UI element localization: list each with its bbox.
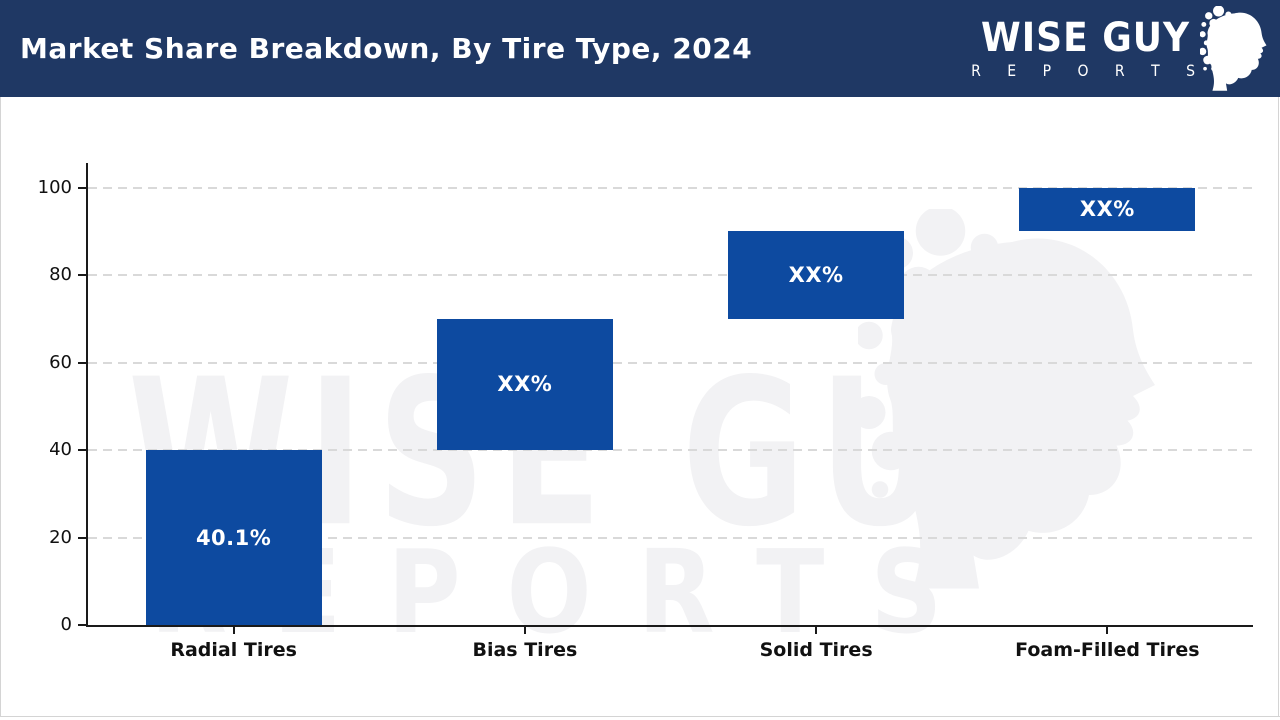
y-axis-tick-label-40-text: 40 bbox=[49, 439, 72, 460]
wiseguy-logo: WISE GUY R E P O R T S bbox=[965, 5, 1274, 92]
y-axis-tick-60 bbox=[78, 361, 86, 364]
page-border-right bbox=[1278, 97, 1279, 717]
gridline-40 bbox=[88, 449, 1255, 451]
y-axis-tick-label-100: 100 bbox=[0, 176, 72, 200]
y-axis-tick-100 bbox=[78, 186, 86, 189]
bar-foam-filled-tires-text: XX% bbox=[1079, 197, 1135, 222]
bar-solid-tires: XX% bbox=[728, 231, 905, 319]
y-axis-tick-label-20-text: 20 bbox=[49, 526, 72, 548]
gridline-60 bbox=[88, 361, 1255, 364]
chart-title: Market Share Breakdown, By Tire Type, 20… bbox=[20, 32, 753, 65]
y-axis-tick-label-40: 40 bbox=[0, 438, 72, 462]
bar-solid-tires-text: XX% bbox=[788, 263, 844, 287]
y-axis-tick-label-80-text: 80 bbox=[49, 264, 72, 285]
page-border-bottom bbox=[0, 716, 1280, 717]
gridline-20 bbox=[88, 536, 1255, 539]
y-axis-tick-label-0: 0 bbox=[0, 613, 72, 637]
x-axis-category-label-3: Foam-Filled Tires bbox=[962, 639, 1253, 661]
bar-bias-tires: XX% bbox=[436, 318, 613, 450]
x-axis-category-label-0-text: Radial Tires bbox=[170, 639, 297, 661]
y-axis-tick-label-80: 80 bbox=[0, 263, 72, 287]
y-axis-tick-80 bbox=[78, 274, 86, 276]
y-axis-tick-20 bbox=[78, 536, 86, 539]
x-axis-spine bbox=[86, 625, 1253, 627]
y-axis-spine bbox=[86, 163, 88, 627]
y-axis-tick-label-100-text: 100 bbox=[37, 176, 72, 198]
y-axis-tick-label-60-text: 60 bbox=[49, 351, 72, 373]
logo-head-icon bbox=[1200, 5, 1267, 91]
x-axis-category-label-0: Radial Tires bbox=[88, 639, 379, 661]
x-axis-category-label-1-text: Bias Tires bbox=[472, 639, 578, 661]
y-axis-tick-label-0-text: 0 bbox=[60, 614, 72, 635]
logo-wordmark-line1: WISE GUY bbox=[981, 14, 1191, 61]
header-banner: Market Share Breakdown, By Tire Type, 20… bbox=[0, 0, 1280, 97]
y-axis-tick-40 bbox=[78, 449, 86, 451]
bar-radial-tires-text: 40.1% bbox=[195, 525, 272, 550]
bar-radial-tires: 40.1% bbox=[145, 450, 322, 625]
bar-foam-filled-tires: XX% bbox=[1019, 187, 1196, 232]
gridline-100 bbox=[88, 186, 1255, 189]
page-border-left bbox=[0, 97, 1, 717]
logo-wordmark-line2: R E P O R T S bbox=[971, 61, 1206, 80]
x-axis-tick-2 bbox=[815, 627, 818, 634]
x-axis-category-label-1: Bias Tires bbox=[379, 639, 670, 661]
x-axis-category-label-2: Solid Tires bbox=[671, 639, 962, 661]
gridline-80 bbox=[88, 274, 1255, 276]
x-axis-category-label-2-text: Solid Tires bbox=[759, 639, 873, 661]
chart-area: WISE GUY REPORTS 0 20 40 60 80 100 40.1% Radial… bbox=[0, 97, 1280, 720]
logo-wordmark: WISE GUY R E P O R T S bbox=[965, 14, 1206, 81]
y-axis-tick-label-60: 60 bbox=[0, 351, 72, 375]
x-axis-tick-1 bbox=[523, 627, 526, 634]
x-axis-category-label-3-text: Foam-Filled Tires bbox=[1015, 639, 1200, 661]
bar-bias-tires-text: XX% bbox=[497, 372, 553, 397]
x-axis-tick-3 bbox=[1106, 627, 1109, 634]
y-axis-tick-0 bbox=[78, 624, 86, 626]
x-axis-tick-0 bbox=[232, 627, 235, 634]
y-axis-tick-label-20: 20 bbox=[0, 526, 72, 550]
